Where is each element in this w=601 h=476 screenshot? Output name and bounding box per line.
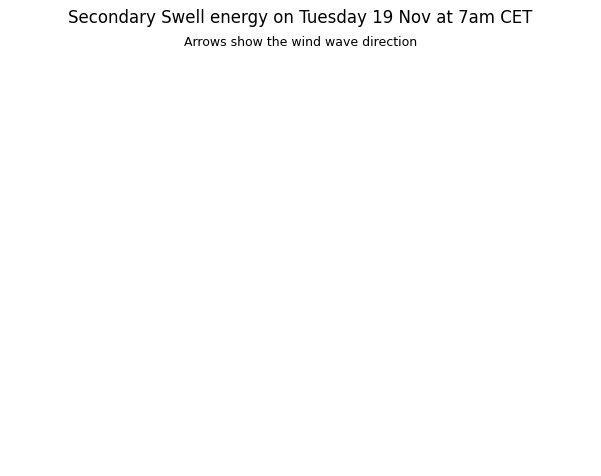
Text: Map not available
(cartopy required): Map not available (cartopy required) <box>225 246 376 285</box>
Text: Arrows show the wind wave direction: Arrows show the wind wave direction <box>184 36 417 49</box>
Text: Secondary Swell energy on Tuesday 19 Nov at 7am CET: Secondary Swell energy on Tuesday 19 Nov… <box>69 9 532 27</box>
